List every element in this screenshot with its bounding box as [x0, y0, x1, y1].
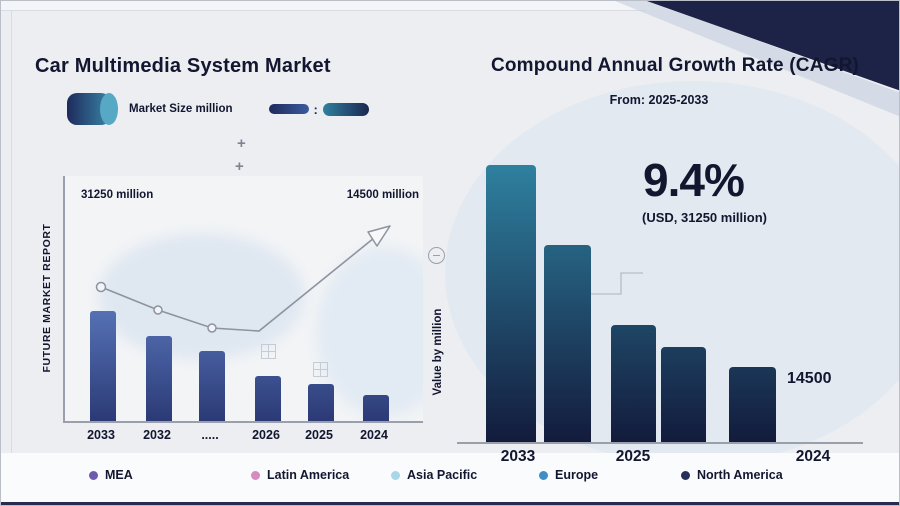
database-icon [67, 93, 118, 125]
right-axis-label-2024: 2024 [795, 448, 831, 465]
grid-decoration-icon [313, 362, 328, 377]
left-axis-label-2025: 2025 [305, 428, 333, 442]
cloud-shape [317, 248, 423, 416]
trend-marker-icon [95, 281, 107, 293]
cagr-bar-2033-1 [486, 165, 536, 442]
cagr-value: 9.4% [643, 154, 745, 206]
plus-decoration-icon: + [235, 158, 244, 175]
scale-pill: : [268, 101, 369, 117]
grid-decoration-icon [261, 344, 276, 359]
bar-value-label-14500: 14500 [787, 370, 832, 387]
value-axis-label: Value by million [432, 308, 444, 396]
left-chart-area: 31250 million 14500 million [63, 176, 423, 423]
right-chart-baseline [457, 442, 863, 444]
annotation-14500-million: 14500 million [346, 189, 419, 201]
right-chart-bars [459, 165, 863, 442]
right-chart-title: Compound Annual Growth Rate (CAGR) [490, 55, 860, 76]
trend-line [100, 237, 375, 332]
pill-colon: : [313, 101, 318, 117]
cloud-shape [99, 234, 304, 359]
left-axis-label-2024: 2024 [360, 428, 388, 442]
left-axis-label-2032: 2032 [143, 428, 171, 442]
left-chart-xlabels: 2033 2032..... 2026 2025 2024 [63, 428, 421, 446]
market-size-bar-2033 [90, 311, 116, 421]
trend-marker-icon [207, 323, 217, 333]
step-decoration [589, 272, 643, 295]
corner-band-shape [615, 1, 899, 117]
market-size-label: Market Size million [129, 103, 233, 115]
circle-minus-icon [428, 247, 445, 264]
market-size-bar-2024 [363, 395, 389, 421]
plus-decoration-icon: + [237, 135, 246, 152]
right-chart-xlabels: 2033 2025 2024 [459, 448, 863, 468]
market-size-bar-..... [199, 351, 225, 421]
corner-accent-shape [647, 1, 899, 91]
cagr-bar-2025-2 [661, 347, 706, 442]
market-size-legend: Market Size million : [65, 89, 369, 129]
trend-arrow-svg [95, 225, 391, 333]
top-strip [1, 1, 899, 10]
cagr-bar-2024-1 [729, 367, 776, 442]
cagr-bar-2025-1 [611, 325, 656, 442]
pill-teal-shape [322, 102, 369, 116]
annotation-31250-million: 31250 million [81, 189, 154, 201]
right-axis-label-2025: 2025 [615, 448, 651, 465]
side-label-future-market-report: FUTURE MARKET REPORT [41, 223, 53, 373]
cagr-bar-2033-2 [544, 245, 591, 442]
trend-arrow-head-icon [367, 225, 391, 247]
left-axis-label-.....: ..... [201, 428, 219, 442]
market-size-bar-2025 [308, 384, 334, 421]
bottom-strip [1, 453, 899, 505]
right-chart-subtitle: From: 2025-2033 [609, 93, 709, 107]
bottom-accent-bar [1, 502, 899, 505]
trend-marker-icon [153, 305, 163, 315]
market-size-bar-2032 [146, 336, 172, 421]
left-chart-title: Car Multimedia System Market [35, 55, 331, 77]
right-axis-label-2033: 2033 [500, 448, 536, 465]
pill-dark-shape [268, 104, 309, 114]
left-axis-label-2026: 2026 [252, 428, 280, 442]
left-axis-label-2033: 2033 [87, 428, 115, 442]
market-size-bar-2026 [255, 376, 281, 421]
cagr-note: (USD, 31250 million) [642, 210, 767, 225]
